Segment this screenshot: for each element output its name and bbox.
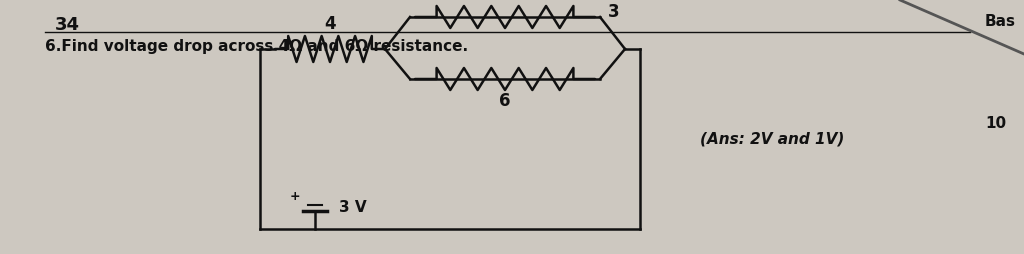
Text: +: +: [290, 190, 300, 203]
Text: 6: 6: [500, 92, 511, 110]
Text: 34: 34: [55, 16, 80, 34]
Text: 6.Find voltage drop across 4Ω and 6Ω resistance.: 6.Find voltage drop across 4Ω and 6Ω res…: [45, 39, 468, 54]
Text: 4: 4: [325, 15, 336, 33]
Text: Bas: Bas: [985, 14, 1016, 29]
Text: 10: 10: [985, 117, 1007, 132]
Text: 3 V: 3 V: [339, 200, 367, 215]
Text: (Ans: 2V and 1V): (Ans: 2V and 1V): [700, 132, 845, 147]
Text: 3: 3: [608, 3, 620, 21]
